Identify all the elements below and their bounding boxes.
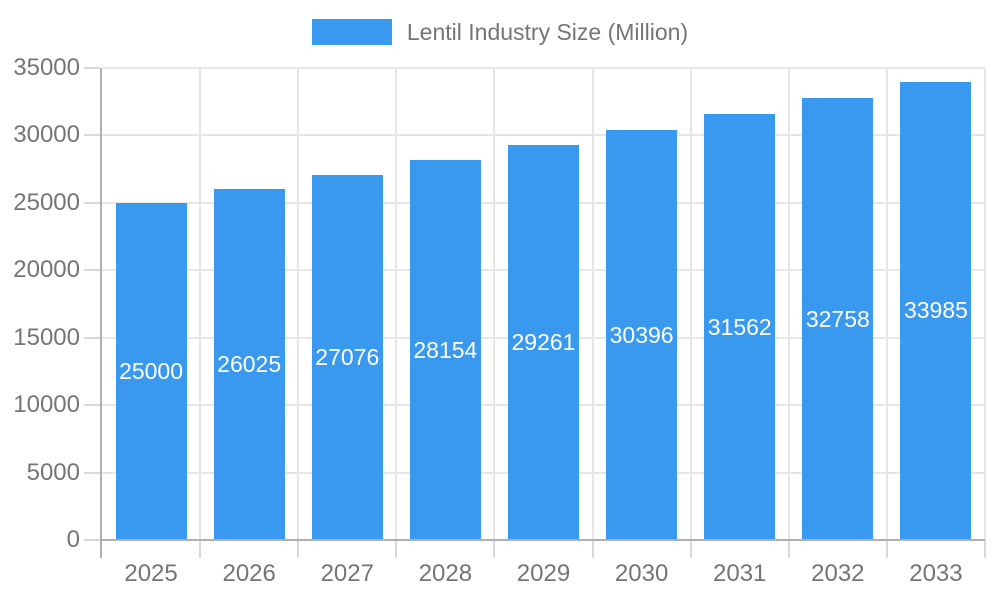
x-tick-label-2026: 2026 bbox=[222, 560, 276, 587]
h-gridline bbox=[102, 134, 985, 137]
plot-area: 25000 26025 27076 28154 29261 30396 31562 32758… bbox=[102, 67, 986, 540]
x-axis-tick bbox=[689, 540, 692, 558]
v-gridline bbox=[591, 68, 594, 540]
y-axis-tick bbox=[84, 201, 100, 204]
bar-2032[interactable]: 32758 bbox=[802, 98, 874, 540]
bar-value-label-2028: 28154 bbox=[413, 336, 478, 363]
v-gridline bbox=[395, 68, 398, 540]
y-tick-label-35000: 35000 bbox=[13, 54, 80, 81]
x-tick-label-2028: 2028 bbox=[418, 560, 473, 587]
v-gridline bbox=[199, 68, 202, 540]
bar-value-label-2029: 29261 bbox=[511, 329, 576, 356]
v-gridline bbox=[984, 68, 986, 540]
x-axis-tick bbox=[984, 540, 986, 558]
y-tick-label-5000: 5000 bbox=[26, 458, 80, 486]
bar-2027[interactable]: 27076 bbox=[311, 174, 383, 540]
y-tick-label-0: 0 bbox=[66, 526, 80, 553]
v-gridline bbox=[885, 68, 888, 540]
bar-2028[interactable]: 28154 bbox=[409, 160, 481, 540]
x-axis-baseline bbox=[100, 539, 985, 541]
x-axis-tick bbox=[199, 540, 202, 558]
y-axis-tick bbox=[84, 134, 100, 137]
v-gridline bbox=[787, 68, 790, 540]
x-axis-tick bbox=[885, 540, 888, 558]
x-axis-tick bbox=[591, 540, 594, 558]
x-axis-tick bbox=[787, 540, 790, 558]
y-tick-label-25000: 25000 bbox=[13, 188, 80, 216]
legend-color-swatch bbox=[311, 19, 392, 45]
chart-legend: Lentil Industry Size (Million) bbox=[0, 17, 1000, 47]
bar-value-label-2026: 26025 bbox=[217, 351, 282, 377]
y-axis-tick bbox=[84, 404, 100, 407]
bar-value-label-2027: 27076 bbox=[315, 343, 380, 370]
x-axis-tick bbox=[395, 540, 398, 558]
bar-2033[interactable]: 33985 bbox=[900, 81, 972, 540]
y-axis-tick bbox=[84, 269, 100, 272]
x-tick-label-2031: 2031 bbox=[713, 560, 767, 587]
bar-value-label-2025: 25000 bbox=[119, 357, 184, 384]
x-tick-label-2027: 2027 bbox=[320, 560, 374, 587]
x-tick-label-2030: 2030 bbox=[614, 560, 669, 587]
bar-2029[interactable]: 29261 bbox=[508, 145, 579, 540]
x-tick-label-2029: 2029 bbox=[516, 560, 571, 587]
bar-value-label-2032: 32758 bbox=[805, 305, 870, 332]
x-axis-tick bbox=[297, 540, 300, 558]
x-tick-label-2025: 2025 bbox=[124, 560, 178, 587]
bar-value-label-2031: 31562 bbox=[707, 313, 772, 340]
y-axis-tick bbox=[84, 336, 100, 339]
y-axis-line bbox=[100, 68, 102, 558]
x-tick-label-2032: 2032 bbox=[811, 560, 865, 587]
y-tick-label-30000: 30000 bbox=[13, 121, 80, 149]
y-tick-label-15000: 15000 bbox=[13, 323, 80, 351]
y-tick-label-20000: 20000 bbox=[13, 256, 80, 284]
x-axis-tick bbox=[493, 540, 496, 558]
bar-2030[interactable]: 30396 bbox=[606, 130, 678, 540]
y-axis-tick bbox=[84, 539, 100, 541]
bar-2026[interactable]: 26025 bbox=[213, 189, 285, 540]
bar-2031[interactable]: 31562 bbox=[704, 114, 776, 540]
y-axis-tick bbox=[84, 471, 100, 474]
v-gridline bbox=[689, 68, 692, 540]
y-axis-tick bbox=[84, 67, 100, 69]
y-tick-label-10000: 10000 bbox=[13, 391, 80, 419]
bar-2025[interactable]: 25000 bbox=[115, 202, 187, 540]
x-tick-label-2033: 2033 bbox=[909, 560, 963, 587]
legend-label: Lentil Industry Size (Million) bbox=[406, 18, 689, 45]
h-gridline bbox=[102, 67, 985, 69]
v-gridline bbox=[493, 68, 496, 540]
v-gridline bbox=[297, 68, 300, 540]
bar-value-label-2030: 30396 bbox=[609, 321, 674, 348]
bar-value-label-2033: 33985 bbox=[903, 297, 968, 324]
